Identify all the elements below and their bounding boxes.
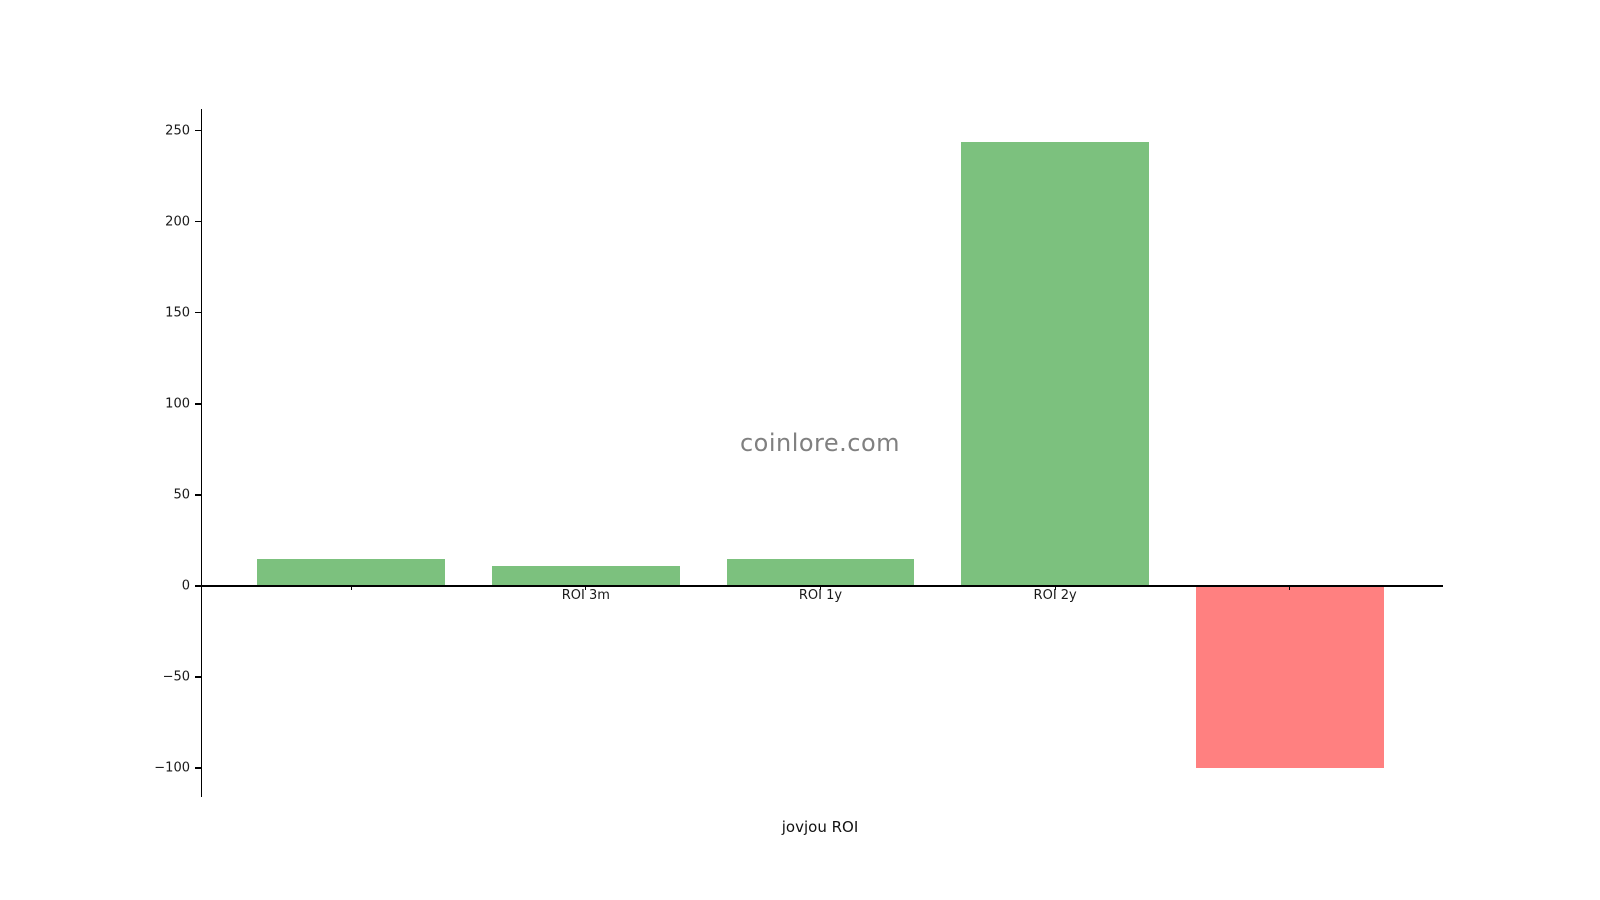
- y-tick-mark: [195, 130, 201, 132]
- y-tick-mark: [195, 494, 201, 496]
- y-tick-label: 50: [173, 487, 190, 503]
- bar-series-4: [1195, 585, 1384, 768]
- y-tick-mark: [195, 767, 201, 769]
- x-tick-mark: [585, 585, 587, 590]
- y-tick-label: −50: [162, 669, 190, 685]
- y-tick-label: −100: [154, 760, 190, 776]
- y-tick-label: 100: [165, 396, 190, 412]
- y-tick-mark: [195, 676, 201, 678]
- x-axis-spine: [201, 585, 1443, 587]
- y-tick-label: 250: [165, 123, 190, 139]
- y-tick-label: 0: [181, 578, 190, 594]
- watermark-text: coinlore.com: [739, 429, 901, 457]
- x-tick-mark: [819, 585, 822, 590]
- y-tick-mark: [195, 221, 201, 223]
- y-axis-spine: [201, 109, 203, 797]
- x-tick-mark: [1289, 585, 1291, 590]
- y-tick-label: 200: [165, 214, 190, 230]
- bar-series-0: [257, 558, 446, 586]
- bar-roi-3m: [491, 565, 680, 586]
- y-tick-mark: [195, 585, 201, 587]
- bar-roi-1y: [726, 559, 915, 586]
- bar-roi-2y: [961, 141, 1149, 586]
- y-tick-mark: [195, 403, 201, 405]
- x-tick-label: ROI 1y: [798, 587, 843, 603]
- x-tick-mark: [1054, 585, 1056, 590]
- chart-title: jovjou ROI: [781, 818, 859, 836]
- y-tick-mark: [195, 312, 201, 314]
- x-tick-mark: [350, 585, 352, 590]
- x-tick-label: ROI 2y: [1033, 587, 1077, 603]
- y-tick-label: 150: [165, 305, 190, 321]
- x-tick-label: ROI 3m: [561, 587, 610, 603]
